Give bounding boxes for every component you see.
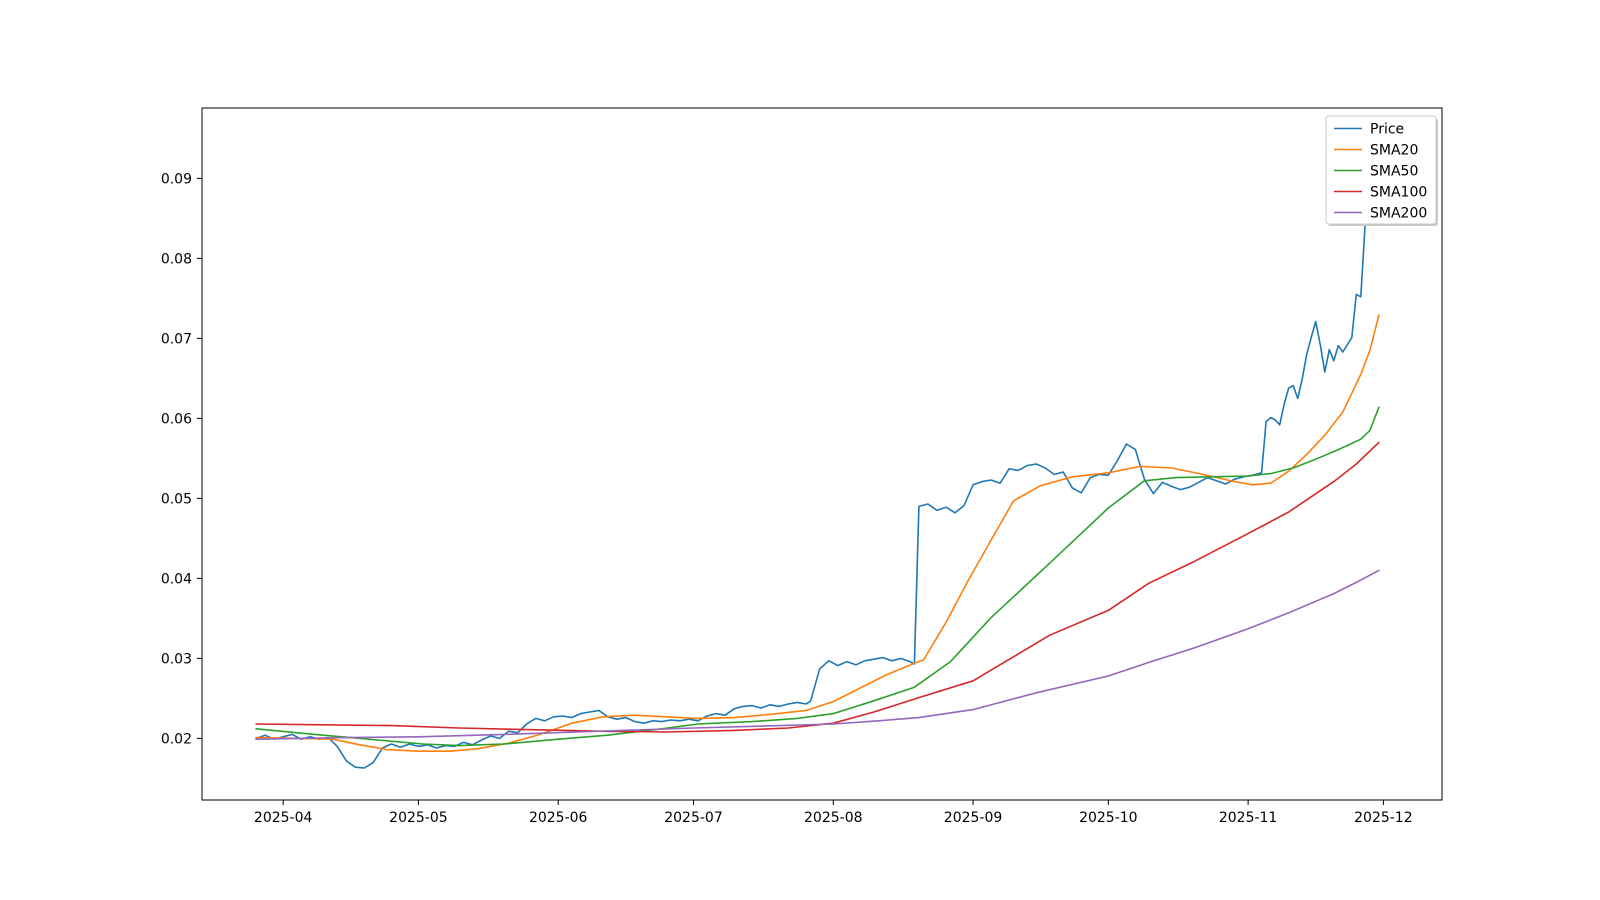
legend-label-price: Price: [1370, 122, 1404, 138]
axis-ticks: 2025-04 2025-05 2025-06 2025-07 2025-08 2025-…: [161, 171, 1413, 826]
legend-entry-sma20: SMA20: [1334, 143, 1418, 159]
x-tick-label: 2025-10: [1079, 810, 1138, 826]
legend-entry-sma100: SMA100: [1334, 185, 1427, 201]
legend-label-sma200: SMA200: [1370, 206, 1427, 222]
x-tick-label: 2025-05: [389, 810, 448, 826]
plot-frame: [201, 107, 1443, 801]
x-tick-label: 2025-04: [254, 810, 313, 826]
x-tick-label: 2025-12: [1354, 810, 1413, 826]
legend: Price SMA20 SMA50 SMA100 SMA200: [1325, 115, 1438, 226]
price-line: [255, 137, 1380, 769]
y-tick-label: 0.04: [161, 571, 192, 587]
x-tick-label: 2025-07: [664, 810, 723, 826]
sma100-line: [255, 441, 1380, 733]
sma50-line: [255, 406, 1380, 747]
x-tick-label: 2025-06: [529, 810, 588, 826]
legend-label-sma20: SMA20: [1370, 143, 1418, 159]
sma200-line: [255, 569, 1380, 741]
y-tick-label: 0.07: [161, 331, 192, 347]
y-tick-label: 0.05: [161, 491, 192, 507]
legend-entry-price: Price: [1334, 122, 1404, 138]
y-tick-label: 0.08: [161, 251, 192, 267]
y-tick-label: 0.02: [161, 731, 192, 747]
sma20-line: [255, 314, 1380, 753]
x-tick-label: 2025-08: [804, 810, 863, 826]
y-tick-label: 0.09: [161, 171, 192, 187]
legend-entry-sma200: SMA200: [1334, 206, 1427, 222]
y-tick-label: 0.06: [161, 411, 192, 427]
legend-label-sma50: SMA50: [1370, 164, 1418, 180]
series-lines: [255, 137, 1380, 769]
x-tick-label: 2025-11: [1219, 810, 1278, 826]
legend-box: [1325, 115, 1437, 225]
legend-entry-sma50: SMA50: [1334, 164, 1418, 180]
legend-label-sma100: SMA100: [1370, 185, 1427, 201]
x-tick-label: 2025-09: [944, 810, 1003, 826]
y-tick-label: 0.03: [161, 651, 192, 667]
